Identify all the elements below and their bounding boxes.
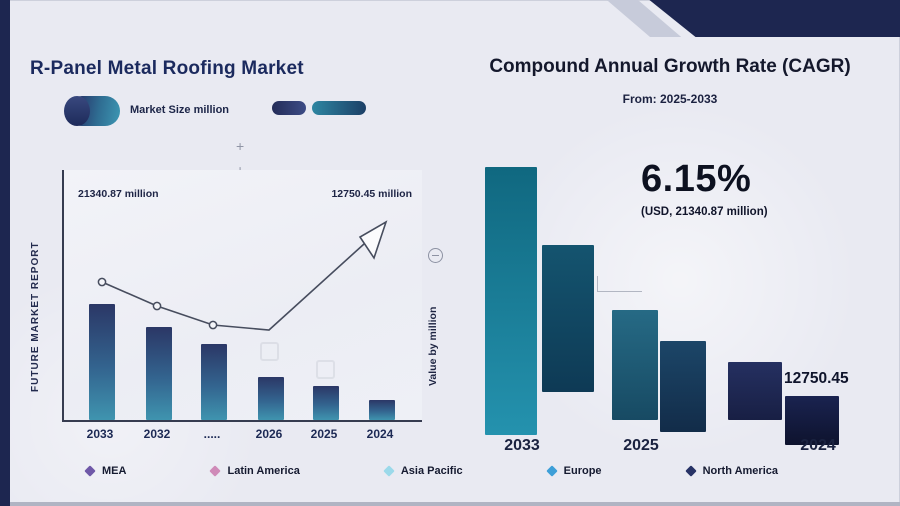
step-decoration	[597, 276, 642, 292]
market-size-legend-label: Market Size million	[130, 104, 230, 116]
x-label-dots: .....	[203, 427, 221, 441]
market-bar-5	[369, 400, 395, 420]
left-accent-bar	[0, 0, 10, 506]
gradient-pill-small	[272, 101, 306, 115]
min-value-label: 12750.45 million	[331, 188, 412, 200]
region-legend: MEA Latin America Asia Pacific Europe No…	[84, 465, 778, 477]
legend-item-mea: MEA	[84, 465, 127, 477]
cagr-title: Compound Annual Growth Rate (CAGR)	[489, 56, 851, 77]
legend-label: MEA	[102, 465, 127, 477]
legend-label: North America	[702, 465, 778, 477]
legend-item-europe: Europe	[545, 465, 602, 477]
watermark-icon	[260, 342, 279, 361]
cagr-year-2024: 2024	[800, 437, 836, 454]
cagr-year-2025: 2025	[623, 437, 659, 454]
market-size-chart: 21340.87 million 12750.45 million	[62, 170, 422, 422]
legend-item-asia-pacific: Asia Pacific	[383, 465, 463, 477]
legend-label: Asia Pacific	[400, 465, 463, 477]
legend-marker	[209, 465, 222, 477]
cagr-bar-0	[485, 167, 537, 435]
legend-marker	[84, 465, 96, 477]
legend-marker	[545, 465, 558, 477]
x-label-2025: 2025	[310, 427, 338, 441]
cagr-year-2033: 2033	[504, 437, 540, 454]
legend-marker	[684, 465, 697, 477]
market-bar-4	[313, 386, 339, 420]
market-bar-0	[89, 304, 115, 420]
cagr-bar-2	[612, 310, 658, 420]
market-x-axis: 2033 2032 ..... 2026 2025 2024	[62, 427, 420, 445]
cylinder-cap	[64, 96, 90, 126]
minus-circle-icon	[428, 248, 443, 263]
cagr-bar-1	[542, 245, 594, 392]
trend-line-arrow	[97, 220, 388, 331]
x-label-2026: 2026	[255, 427, 283, 441]
legend-item-north-america: North America	[684, 465, 778, 477]
value-callout: 12750.45	[784, 370, 849, 387]
legend-marker	[383, 465, 395, 477]
corner-ribbon-dark	[649, 0, 900, 37]
cagr-bar-3	[660, 341, 706, 432]
market-bar-3	[258, 377, 284, 420]
cagr-block: 6.15% (USD, 21340.87 million)	[641, 160, 768, 218]
plus-icon: +	[236, 138, 245, 154]
max-value-label: 21340.87 million	[78, 188, 159, 200]
cagr-bar-5	[785, 396, 839, 445]
cagr-subtitle: From: 2025-2033	[622, 92, 718, 106]
bottom-accent-bar	[0, 502, 900, 506]
cagr-value: 6.15%	[641, 158, 752, 200]
x-label-2024: 2024	[366, 427, 394, 441]
gradient-pill-large	[312, 101, 366, 115]
x-label-2033: 2033	[86, 427, 114, 441]
market-size-icon	[64, 96, 120, 126]
value-axis-label: Value by million	[427, 306, 439, 386]
cagr-bars	[470, 160, 870, 450]
cagr-note: (USD, 21340.87 million)	[641, 206, 768, 218]
page-title: R-Panel Metal Roofing Market	[30, 58, 304, 79]
legend-label: Latin America	[227, 465, 300, 477]
cagr-bar-4	[728, 362, 782, 420]
x-label-2032: 2032	[143, 427, 171, 441]
legend-item-latin-america: Latin America	[209, 465, 300, 477]
market-bar-2	[201, 344, 227, 420]
side-watermark-label: FUTURE MARKET REPORT	[30, 241, 41, 393]
market-bar-1	[146, 327, 172, 420]
watermark-icon	[316, 360, 335, 379]
legend-label: Europe	[563, 465, 602, 477]
